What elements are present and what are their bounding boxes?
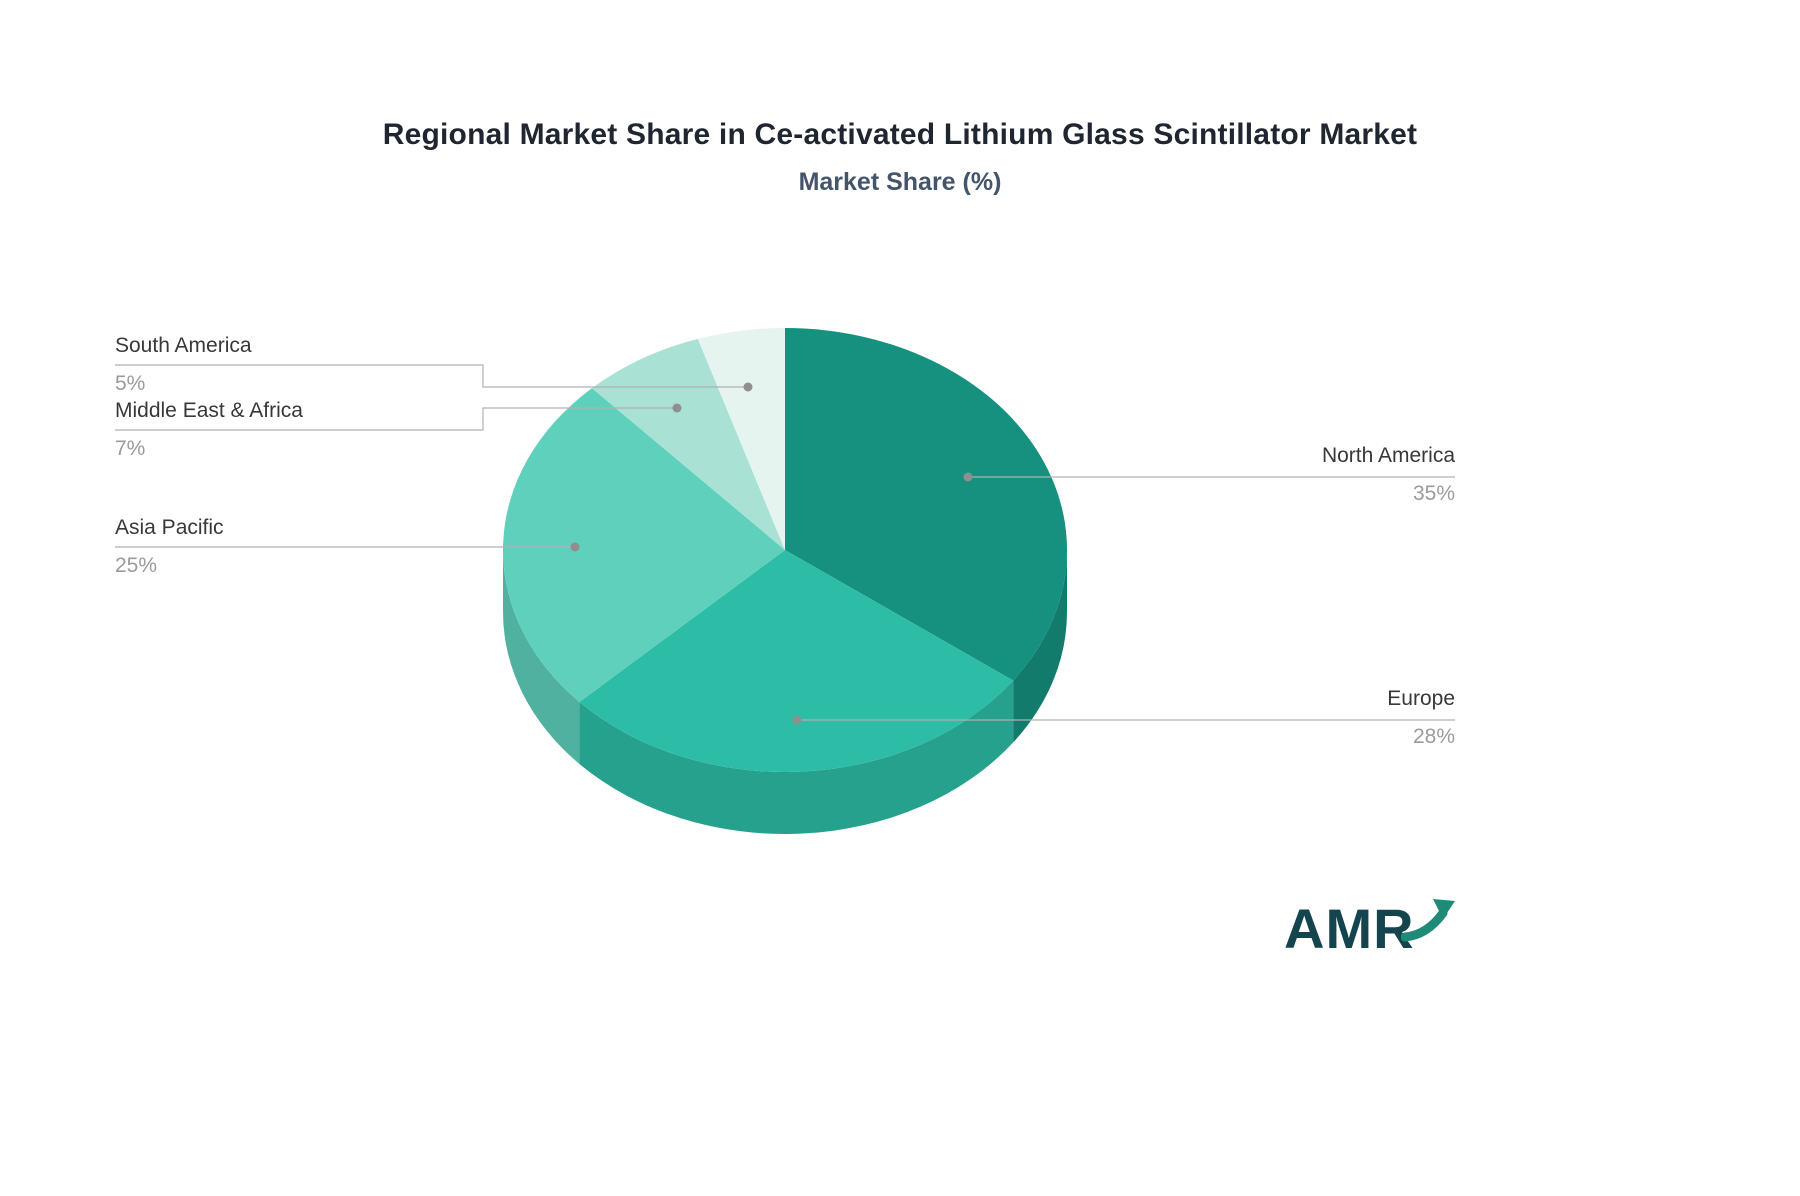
slice-name: North America xyxy=(1321,444,1455,467)
slice-side-europe xyxy=(579,680,1014,835)
slice-value: 25% xyxy=(115,554,158,577)
slice-side-north-america xyxy=(1013,550,1067,743)
slice-label-europe: Europe 28% xyxy=(1387,687,1455,749)
chart-subtitle: Market Share (%) xyxy=(798,168,1002,196)
slice-europe xyxy=(579,550,1014,772)
slice-value: 5% xyxy=(115,372,146,395)
brand-logo-text: AMR xyxy=(1284,897,1415,960)
leader-line-south-america xyxy=(115,364,748,388)
leader-dot-north-america xyxy=(963,472,973,482)
slice-name: Europe xyxy=(1387,687,1455,710)
slice-north-america xyxy=(785,328,1068,681)
slice-label-asia-pacific: Asia Pacific 25% xyxy=(115,516,224,578)
slice-label-middle-east-africa: Middle East & Africa 7% xyxy=(115,399,303,461)
leader-dot-asia-pacific xyxy=(570,542,580,552)
slice-value: 35% xyxy=(1412,482,1455,505)
slice-south-america xyxy=(697,328,785,550)
slice-value: 28% xyxy=(1412,725,1455,748)
slice-side-asia-pacific xyxy=(503,550,580,764)
slice-label-north-america: North America 35% xyxy=(1322,444,1455,506)
leader-line-middle-east-africa xyxy=(115,407,677,431)
slice-asia-pacific xyxy=(503,388,785,702)
slice-value: 7% xyxy=(115,437,146,460)
leader-dot-middle-east-africa xyxy=(672,403,682,413)
slice-name: Middle East & Africa xyxy=(115,399,303,422)
leader-dot-south-america xyxy=(743,382,753,392)
slice-name: South America xyxy=(115,334,252,357)
slice-label-south-america: South America 5% xyxy=(115,334,252,396)
leader-dot-europe xyxy=(792,715,802,725)
brand-logo: AMR xyxy=(1284,896,1455,961)
slice-name: Asia Pacific xyxy=(115,516,224,539)
slice-middle-east-africa xyxy=(591,338,785,550)
chart-title: Regional Market Share in Ce-activated Li… xyxy=(382,118,1418,151)
brand-logo-arrow-icon xyxy=(1400,898,1455,941)
